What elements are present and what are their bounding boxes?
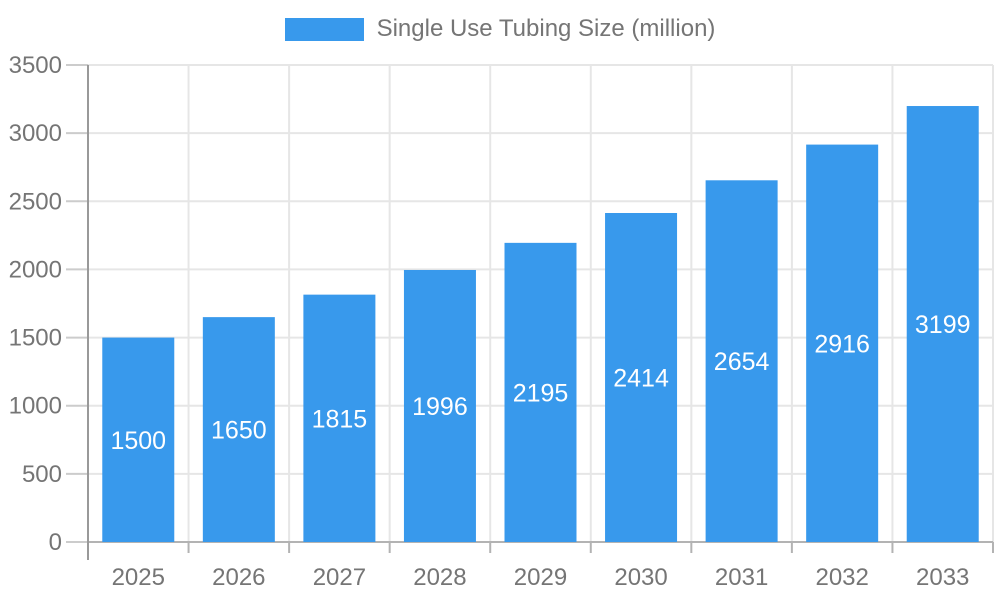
bar-value-label: 2654 xyxy=(714,348,770,376)
x-axis-label: 2028 xyxy=(413,564,466,591)
bar[interactable] xyxy=(303,294,376,542)
y-axis-label: 0 xyxy=(49,529,62,556)
y-axis-label: 3500 xyxy=(9,52,62,79)
y-axis-label: 2500 xyxy=(9,188,62,215)
bar[interactable] xyxy=(202,317,275,542)
x-axis-label: 2025 xyxy=(112,564,165,591)
bar[interactable] xyxy=(504,242,577,543)
x-axis-label: 2027 xyxy=(313,564,366,591)
x-axis-label: 2031 xyxy=(715,564,768,591)
bar[interactable] xyxy=(403,269,476,542)
bar[interactable] xyxy=(102,337,175,542)
legend-swatch-icon xyxy=(284,17,364,41)
bar-value-label: 1650 xyxy=(211,417,267,445)
bar-value-label: 1996 xyxy=(412,393,468,421)
bar[interactable] xyxy=(705,180,778,542)
bar[interactable] xyxy=(906,106,979,542)
bar[interactable] xyxy=(605,213,678,542)
y-axis-label: 500 xyxy=(22,461,62,488)
y-axis-label: 3000 xyxy=(9,120,62,147)
x-axis-label: 2026 xyxy=(212,564,265,591)
x-axis-label: 2032 xyxy=(815,564,868,591)
x-axis-label: 2030 xyxy=(614,564,667,591)
bar-value-label: 1500 xyxy=(110,427,166,455)
bar-value-label: 2195 xyxy=(513,379,569,407)
y-axis-label: 1000 xyxy=(9,393,62,420)
x-axis-label: 2029 xyxy=(514,564,567,591)
y-axis-label: 1500 xyxy=(9,325,62,352)
x-axis-label: 2033 xyxy=(916,564,969,591)
y-axis-label: 2000 xyxy=(9,256,62,283)
bar[interactable] xyxy=(806,144,879,542)
bar-value-label: 1815 xyxy=(312,405,368,433)
bar-value-label: 2916 xyxy=(814,330,870,358)
bar-value-label: 3199 xyxy=(915,311,971,339)
bar-value-label: 2414 xyxy=(613,365,669,393)
